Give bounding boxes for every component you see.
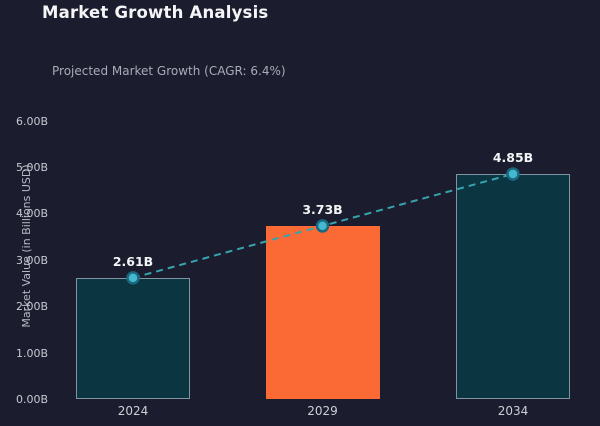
chart-subtitle: Projected Market Growth (CAGR: 6.4%) [52,64,286,78]
x-tick-label: 2029 [307,404,338,418]
y-tick-label: 5.00B [15,161,48,174]
y-tick-label: 2.00B [15,300,48,314]
bar-value-label: 2.61B [112,253,154,269]
x-tick-label: 2034 [497,404,529,418]
y-tick-label: 0.00B [15,393,48,406]
y-tick-label: 4.00B [15,207,48,221]
bar-2034 [456,173,570,399]
bar-value-label: 3.73B [302,201,343,217]
y-tick-label: 6.00B [15,114,48,128]
x-tick-label: 2024 [117,404,149,418]
bar-value-label: 4.85B [492,149,534,165]
y-tick-label: 1.00B [15,346,48,360]
bar-2029 [265,225,380,399]
y-tick-label: 3.00B [15,253,48,267]
bar-2024 [76,277,190,399]
chart-title: Market Growth Analysis [42,3,269,22]
